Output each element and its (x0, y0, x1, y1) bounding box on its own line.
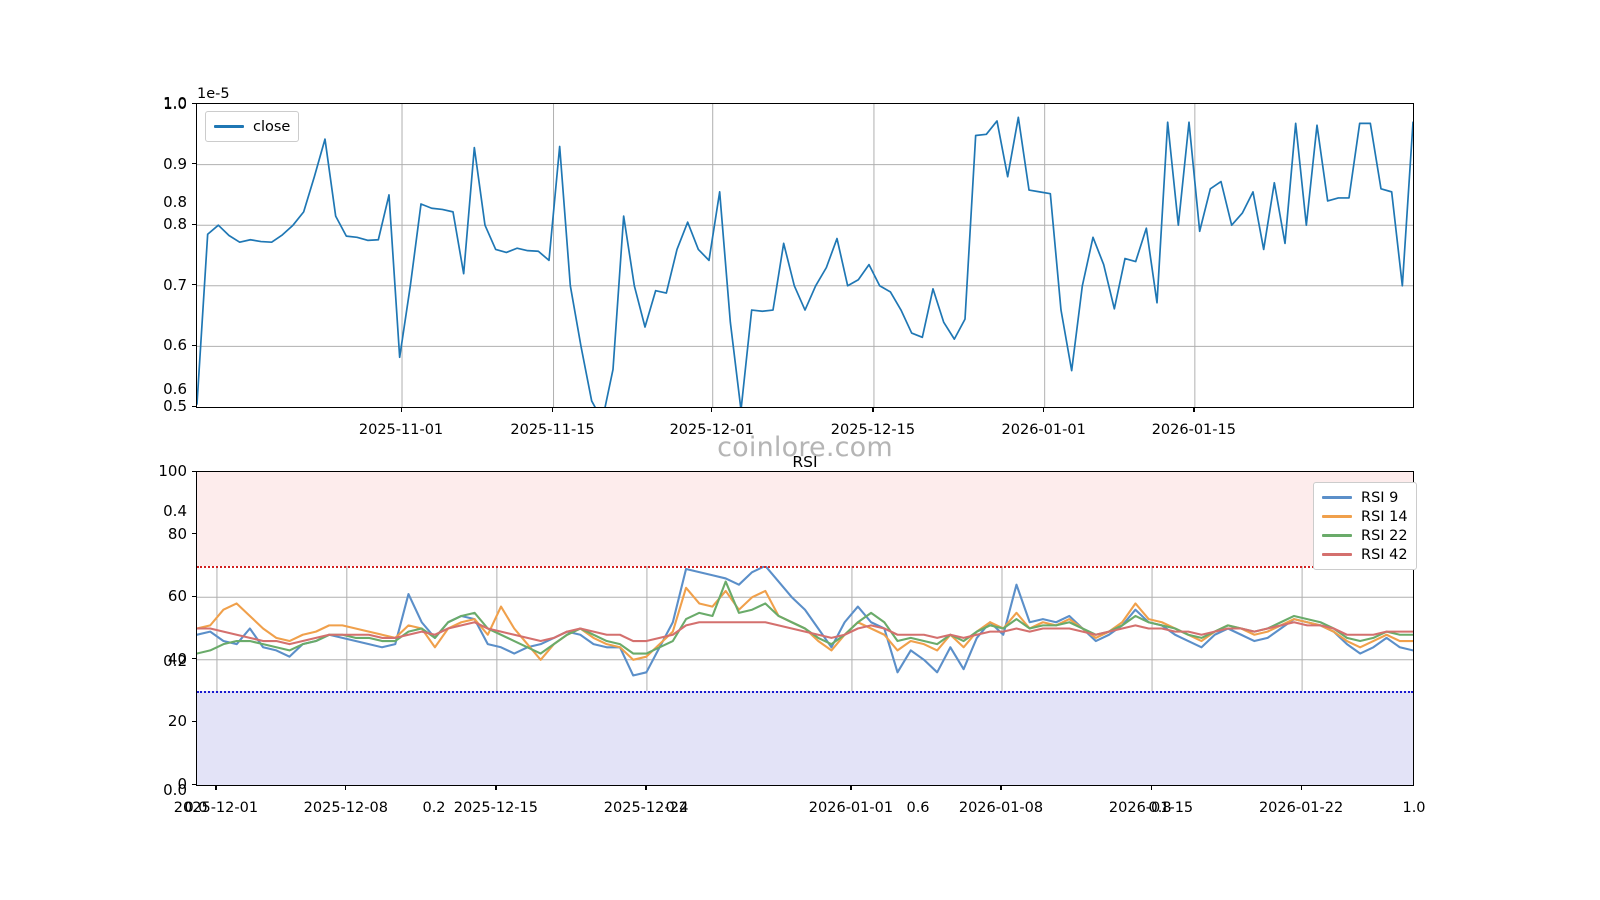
rsi-ytick-label: 0 (177, 775, 187, 793)
rsi-ytick-label: 40 (167, 649, 187, 668)
rsi-legend-item[interactable]: RSI 42 (1322, 545, 1408, 564)
rsi-legend-swatch (1322, 553, 1352, 556)
rsi-xtick-label-date: 2026-01-15 (1108, 800, 1194, 816)
rsi-ytick-label-secondary: 0.0 (163, 781, 187, 799)
price-ytick-label: 0.8 (163, 215, 187, 234)
rsi-xtick-label-numeric: 0.0 (184, 800, 208, 816)
rsi-legend-swatch (1322, 515, 1352, 518)
price-ytick-label: 0.6 (163, 336, 187, 355)
rsi-chart-legend: RSI 9 RSI 14 RSI 22 RSI 42 (1313, 482, 1417, 570)
price-xtick-label: 2026-01-15 (1151, 422, 1236, 438)
rsi-xtick-mark (1000, 786, 1002, 790)
rsi-xtick-mark (645, 786, 647, 790)
overbought-band (197, 472, 1413, 566)
rsi-legend-swatch (1322, 534, 1352, 537)
price-xtick-mark (552, 408, 554, 412)
rsi-ytick-label-secondary: 0.2 (163, 652, 187, 670)
price-ytick-label: 0.7 (163, 275, 187, 294)
price-xtick-label: 2026-01-01 (1001, 422, 1086, 438)
rsi-legend-label: RSI 14 (1361, 508, 1408, 525)
price-ytick-label: 0.5 (163, 397, 187, 415)
rsi-xtick-label-numeric: 0.4 (665, 800, 689, 816)
rsi-legend-item[interactable]: RSI 9 (1322, 488, 1408, 507)
rsi-legend-label: RSI 42 (1361, 546, 1408, 563)
rsi-ytick-mark (192, 783, 196, 785)
price-xtick-label: 2025-11-01 (358, 422, 444, 438)
rsi-legend-swatch (1322, 496, 1352, 499)
rsi-xtick-label-date: 2025-12-15 (453, 800, 538, 816)
price-chart-axes (196, 103, 1414, 408)
rsi-xtick-mark (1300, 786, 1302, 790)
rsi-legend-label: RSI 22 (1361, 527, 1408, 544)
price-legend-swatch (214, 125, 244, 128)
price-axis-offset-text: 1e-5 (197, 86, 230, 102)
rsi-xtick-label-numeric: 0.8 (1148, 800, 1172, 816)
price-ytick-label-secondary: 0.8 (163, 193, 187, 211)
price-ytick-mark (192, 102, 196, 104)
rsi-ytick-mark (192, 533, 196, 535)
rsi-xtick-label-numeric: 1.0 (1402, 800, 1426, 816)
rsi-ytick-label-secondary: 0.4 (163, 502, 187, 520)
price-ytick-label-secondary: 0.6 (163, 380, 187, 398)
price-xtick-mark (1043, 408, 1045, 412)
rsi-xtick-label-numeric: 0.6 (906, 800, 930, 816)
price-xtick-mark (711, 408, 713, 412)
rsi-xtick-label-numeric: 0.2 (422, 800, 446, 816)
rsi-legend-label: RSI 9 (1361, 489, 1399, 506)
price-ytick-mark (192, 344, 196, 347)
rsi-xtick-mark (1150, 786, 1152, 790)
rsi-ytick-label: 20 (167, 712, 187, 731)
price-ytick-mark (192, 163, 196, 165)
rsi-ytick-mark (192, 470, 196, 472)
price-legend-label: close (253, 118, 291, 135)
watermark-coinlore: coinlore.com (717, 432, 893, 463)
price-xtick-label: 2025-11-15 (510, 422, 595, 438)
price-chart-legend: close (205, 111, 300, 142)
overbought-threshold-line (197, 565, 1413, 568)
price-xtick-mark (400, 408, 402, 412)
rsi-ytick-mark (192, 720, 196, 723)
rsi-xtick-label-date: 2025-12-01 (173, 800, 259, 816)
oversold-threshold-line (197, 691, 1413, 694)
rsi-xtick-label-date: 2026-01-01 (808, 800, 894, 816)
price-xtick-label: 2025-12-01 (669, 422, 754, 438)
price-ytick-label: 0.9 (163, 154, 187, 173)
price-ytick-mark (192, 223, 196, 225)
rsi-ytick-mark (192, 658, 196, 660)
rsi-xtick-label-date: 2025-12-08 (303, 800, 388, 816)
rsi-legend-item[interactable]: RSI 14 (1322, 507, 1408, 526)
price-ytick-mark (192, 284, 196, 286)
price-xtick-mark (1193, 408, 1195, 412)
price-xtick-label: 2025-12-15 (830, 422, 916, 438)
price-legend-item[interactable]: close (214, 117, 290, 136)
rsi-xtick-label-date: 2026-01-08 (958, 800, 1044, 816)
rsi-xtick-mark (495, 786, 497, 790)
rsi-ytick-label: 100 (158, 462, 187, 480)
price-xtick-mark (872, 408, 874, 412)
rsi-panel-title: RSI (792, 453, 818, 471)
rsi-xtick-label-date: 2025-12-22 (603, 800, 689, 816)
rsi-ytick-label: 60 (167, 587, 187, 606)
rsi-xtick-mark (215, 786, 217, 790)
price-ytick-label: 1.0 (163, 94, 187, 112)
rsi-xtick-mark (345, 786, 347, 790)
price-ytick-mark (192, 405, 196, 407)
rsi-xtick-label-date: 2026-01-22 (1258, 800, 1344, 816)
price-ytick-label-secondary: 1.0 (163, 95, 187, 113)
price-line-plot (197, 104, 1413, 407)
rsi-legend-item[interactable]: RSI 22 (1322, 526, 1408, 545)
oversold-band (197, 691, 1413, 785)
rsi-ytick-label: 80 (167, 524, 187, 543)
rsi-ytick-mark (192, 595, 196, 597)
rsi-chart-axes (196, 471, 1414, 786)
rsi-xtick-mark (850, 786, 852, 790)
